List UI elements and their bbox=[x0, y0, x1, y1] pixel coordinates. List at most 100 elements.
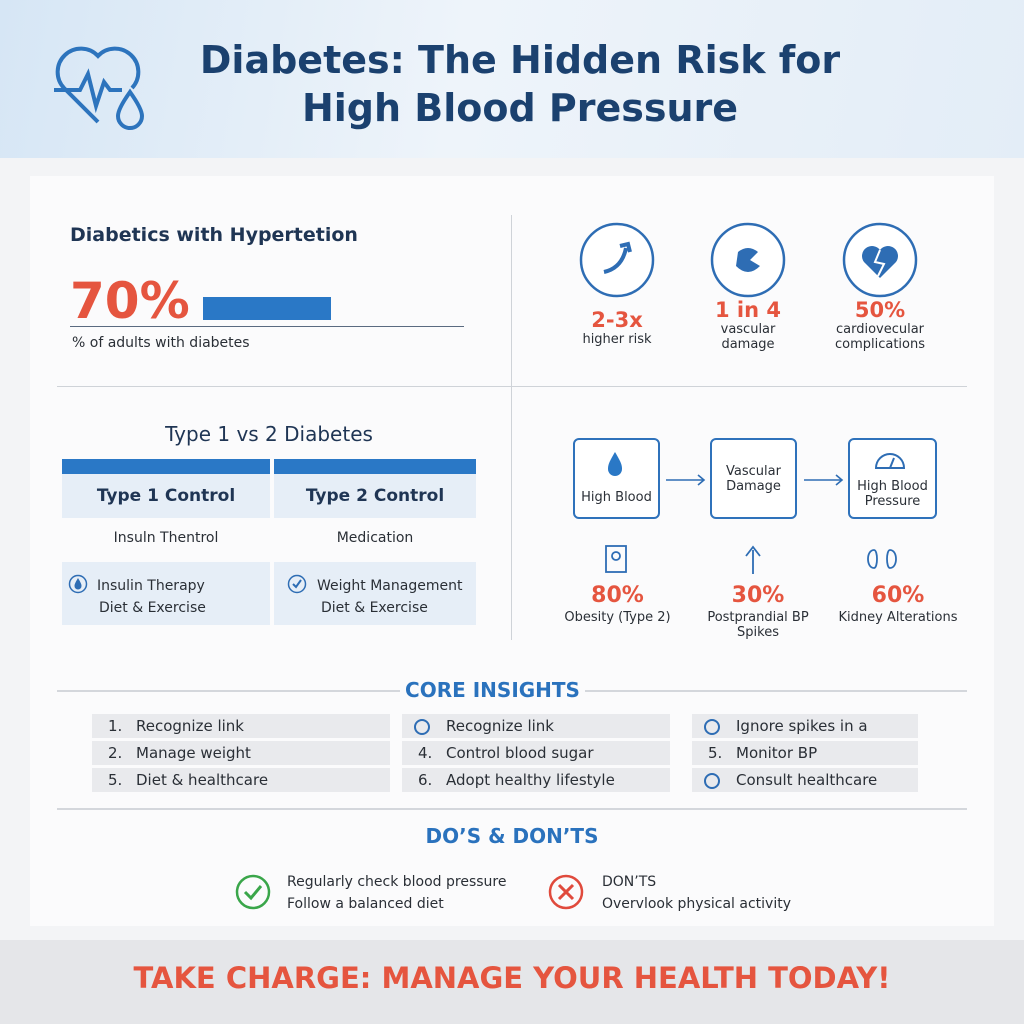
node-label: High Blood bbox=[581, 490, 652, 505]
cell bbox=[274, 562, 476, 625]
do-icon bbox=[235, 874, 271, 910]
insight-item: 6. Adopt healthy lifestyle bbox=[402, 768, 670, 792]
insight-number: 4. bbox=[418, 744, 433, 762]
insight-number: 2. bbox=[108, 744, 123, 762]
divider bbox=[511, 215, 512, 640]
insight-text: Consult healthcare bbox=[736, 771, 878, 789]
stat-icons bbox=[605, 545, 897, 574]
rule bbox=[585, 690, 967, 692]
insight-icon bbox=[704, 773, 720, 789]
insight-item: Recognize link bbox=[402, 714, 670, 738]
stat-label: Postprandial BP Spikes bbox=[707, 610, 809, 640]
risk-stat: 50% cardiovecular complications bbox=[820, 298, 940, 352]
gauge-icon bbox=[874, 453, 906, 469]
risk-stat: 2-3x higher risk bbox=[567, 308, 667, 347]
column-bar bbox=[274, 459, 476, 474]
insight-item: 5. Monitor BP bbox=[692, 741, 918, 765]
comparison-title: Type 1 vs 2 Diabetes bbox=[165, 422, 373, 446]
prevalence-bar bbox=[203, 297, 331, 320]
insight-item: 5. Diet & healthcare bbox=[92, 768, 390, 792]
insight-item: Ignore spikes in a bbox=[692, 714, 918, 738]
stat-label: cardiovecular complications bbox=[834, 322, 926, 352]
cell bbox=[62, 562, 270, 625]
column-header: Type 1 Control bbox=[62, 474, 270, 518]
prevalence-heading: Diabetics with Hypertetion bbox=[70, 224, 358, 246]
insight-text: Ignore spikes in a bbox=[736, 717, 868, 735]
drop-icon bbox=[608, 452, 622, 476]
risk-icons bbox=[579, 222, 918, 298]
pathway-stat: 80% Obesity (Type 2) bbox=[555, 583, 680, 625]
pathway-node: High Blood Pressure bbox=[848, 438, 937, 519]
insight-text: Monitor BP bbox=[736, 744, 818, 762]
donts-list: DON’TS Overvlook physical activity bbox=[602, 871, 791, 915]
section-title: DO’S & DON’TS bbox=[425, 824, 599, 848]
insight-text: Control blood sugar bbox=[446, 744, 594, 762]
do-item: Follow a balanced diet bbox=[287, 896, 444, 912]
check-icon bbox=[287, 574, 307, 594]
footer-cta: TAKE CHARGE: MANAGE YOUR HEALTH TODAY! bbox=[0, 940, 1024, 1024]
line: Weight Management bbox=[317, 578, 463, 594]
cell-text: Weight Management Diet & Exercise bbox=[317, 575, 462, 619]
pathway-node: High Blood bbox=[573, 438, 660, 519]
title-line: High Blood Pressure bbox=[301, 86, 739, 130]
dos-list: Regularly check blood pressure Follow a … bbox=[287, 871, 506, 915]
insight-number: 6. bbox=[418, 771, 433, 789]
insight-item: 1. Recognize link bbox=[92, 714, 390, 738]
insight-number: 1. bbox=[108, 717, 123, 735]
stat-value: 80% bbox=[591, 583, 644, 608]
drop-icon bbox=[68, 574, 88, 594]
stat-value: 30% bbox=[731, 583, 785, 608]
panel bbox=[30, 176, 994, 926]
line: Diet & Exercise bbox=[99, 600, 206, 616]
insight-text: Manage weight bbox=[136, 744, 251, 762]
section-title: CORE INSIGHTS bbox=[405, 678, 580, 702]
stat-label: Kidney Alterations bbox=[838, 610, 958, 625]
line: Diet & Exercise bbox=[321, 600, 428, 616]
stat-value: 2-3x bbox=[591, 308, 643, 332]
stat-label: Obesity (Type 2) bbox=[564, 610, 671, 625]
insight-icon bbox=[704, 719, 720, 735]
insight-number: 5. bbox=[108, 771, 123, 789]
pathway-stat: 30% Postprandial BP Spikes bbox=[698, 583, 818, 640]
stat-label: higher risk bbox=[582, 332, 652, 347]
cell: Medication bbox=[336, 530, 414, 546]
pathway-stat: 60% Kidney Alterations bbox=[830, 583, 966, 625]
prevalence-value: 70% bbox=[70, 272, 190, 330]
rule bbox=[70, 326, 464, 327]
insight-item: 4. Control blood sugar bbox=[402, 741, 670, 765]
header: Diabetes: The Hidden Risk for High Blood… bbox=[0, 0, 1024, 158]
arrows bbox=[666, 474, 844, 486]
insight-text: Recognize link bbox=[136, 717, 244, 735]
stat-label: vascular damage bbox=[720, 322, 776, 352]
insight-number: 5. bbox=[708, 744, 723, 762]
pathway-node: Vascular Damage bbox=[710, 438, 797, 519]
column-bar bbox=[62, 459, 270, 474]
divider bbox=[57, 386, 967, 387]
node-label: Vascular Damage bbox=[726, 463, 781, 494]
dont-item: DON’TS bbox=[602, 874, 657, 890]
stat-value: 60% bbox=[871, 583, 925, 608]
stat-value: 50% bbox=[854, 298, 906, 322]
insight-text: Adopt healthy lifestyle bbox=[446, 771, 615, 789]
prevalence-caption: % of adults with diabetes bbox=[72, 335, 250, 351]
cell: Insuln Thentrol bbox=[113, 530, 219, 546]
rule bbox=[57, 690, 400, 692]
dont-icon bbox=[548, 874, 584, 910]
risk-stat: 1 in 4 vascular damage bbox=[698, 298, 798, 352]
cell-text: Insulin Therapy Diet & Exercise bbox=[97, 575, 206, 619]
node-label: High Blood Pressure bbox=[857, 479, 928, 509]
insight-item: Consult healthcare bbox=[692, 768, 918, 792]
line: Insulin Therapy bbox=[97, 578, 205, 594]
insight-text: Diet & healthcare bbox=[136, 771, 269, 789]
insight-text: Recognize link bbox=[446, 717, 554, 735]
column-header: Type 2 Control bbox=[274, 474, 476, 518]
rule bbox=[57, 808, 967, 810]
do-item: Regularly check blood pressure bbox=[287, 874, 507, 890]
insight-icon bbox=[414, 719, 430, 735]
stat-value: 1 in 4 bbox=[715, 298, 781, 322]
dont-item: Overvlook physical activity bbox=[602, 896, 791, 912]
insight-item: 2. Manage weight bbox=[92, 741, 390, 765]
title-line: Diabetes: The Hidden Risk for bbox=[199, 38, 841, 82]
heart-icon bbox=[54, 46, 145, 130]
